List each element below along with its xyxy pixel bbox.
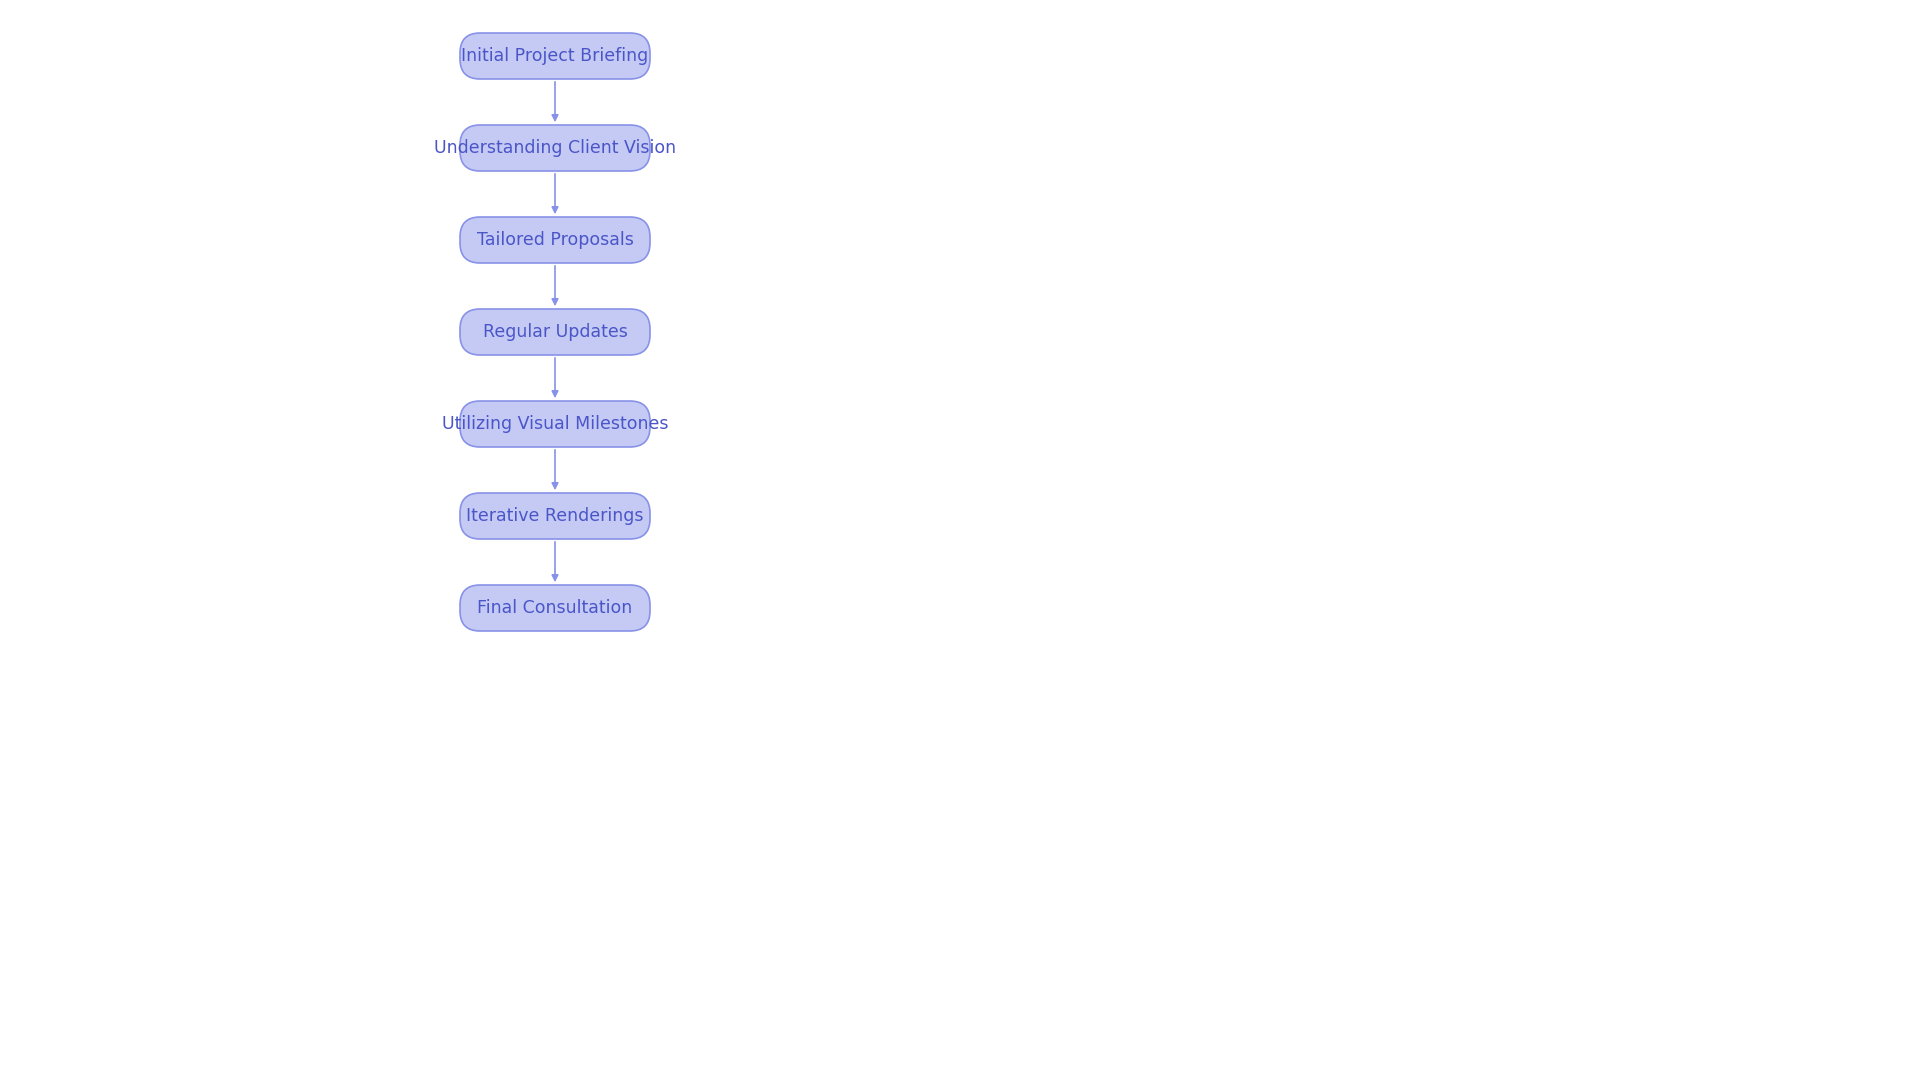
FancyBboxPatch shape (461, 217, 651, 263)
Text: Understanding Client Vision: Understanding Client Vision (434, 139, 676, 157)
Text: Regular Updates: Regular Updates (482, 323, 628, 341)
Text: Utilizing Visual Milestones: Utilizing Visual Milestones (442, 415, 668, 433)
FancyBboxPatch shape (461, 493, 651, 539)
FancyBboxPatch shape (461, 401, 651, 447)
Text: Iterative Renderings: Iterative Renderings (467, 507, 643, 525)
Text: Tailored Proposals: Tailored Proposals (476, 231, 634, 249)
Text: Final Consultation: Final Consultation (478, 599, 632, 617)
FancyBboxPatch shape (461, 585, 651, 631)
FancyBboxPatch shape (461, 125, 651, 171)
FancyBboxPatch shape (461, 32, 651, 79)
Text: Initial Project Briefing: Initial Project Briefing (461, 47, 649, 65)
FancyBboxPatch shape (461, 309, 651, 355)
